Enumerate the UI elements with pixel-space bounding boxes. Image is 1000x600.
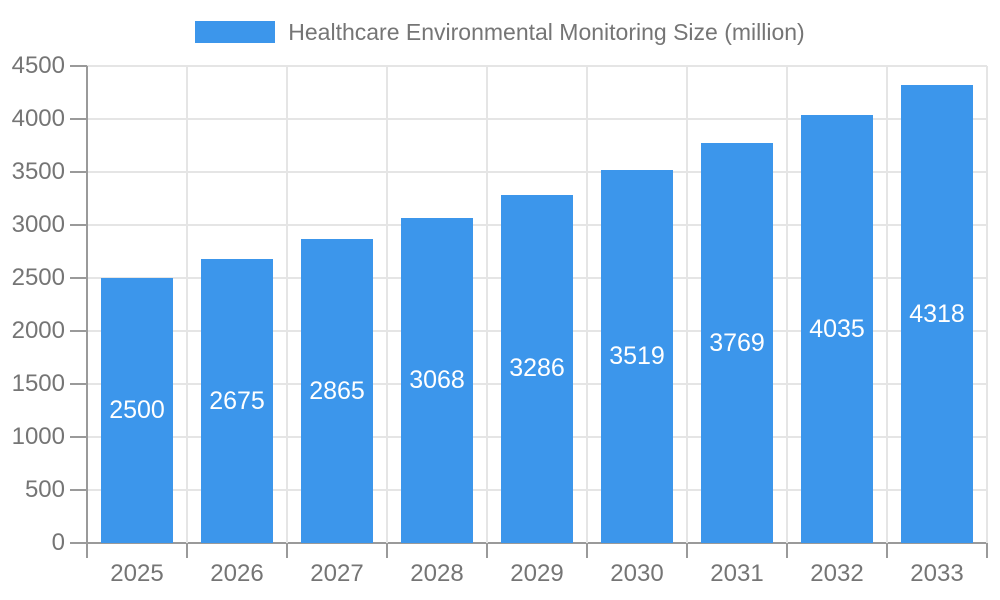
bar-value-label: 3519 — [609, 341, 665, 370]
bar-value-label: 3286 — [509, 354, 565, 383]
v-gridline — [386, 66, 388, 543]
x-axis-tick — [86, 543, 88, 558]
bar-2028[interactable]: 3068 — [401, 217, 473, 543]
y-axis-tick — [70, 436, 87, 438]
x-axis-tick — [886, 543, 888, 558]
legend-swatch-icon — [195, 21, 276, 43]
y-axis-label: 0 — [51, 529, 65, 556]
x-axis-label: 2026 — [210, 560, 264, 587]
legend-label: Healthcare Environmental Monitoring Size… — [288, 18, 805, 45]
y-axis-tick — [70, 383, 87, 385]
bar-2032[interactable]: 4035 — [801, 115, 873, 543]
y-axis-label: 4000 — [11, 105, 65, 132]
bar-2029[interactable]: 3286 — [501, 194, 573, 543]
x-axis-label: 2033 — [910, 560, 964, 587]
bar-value-label: 3769 — [709, 328, 765, 357]
legend[interactable]: Healthcare Environmental Monitoring Size… — [0, 16, 1000, 48]
x-axis-tick — [386, 543, 388, 558]
x-axis-label: 2031 — [710, 560, 764, 587]
y-axis-tick — [70, 118, 87, 120]
x-axis-label: 2032 — [810, 560, 864, 587]
bar-value-label: 4318 — [909, 299, 965, 328]
y-axis-tick — [70, 489, 87, 491]
v-gridline — [286, 66, 288, 543]
x-axis-label: 2028 — [410, 560, 464, 587]
x-axis-label: 2030 — [610, 560, 664, 587]
bar-2025[interactable]: 2500 — [101, 278, 173, 543]
y-axis-label: 1500 — [11, 370, 65, 397]
y-axis-label: 2000 — [11, 317, 65, 344]
h-gridline — [87, 65, 987, 67]
y-axis-tick — [70, 277, 87, 279]
bar-2026[interactable]: 2675 — [201, 259, 273, 543]
bar-value-label: 2500 — [109, 396, 165, 424]
x-axis-tick — [186, 543, 188, 558]
x-axis-tick — [786, 543, 788, 558]
bar-2030[interactable]: 3519 — [601, 169, 673, 543]
y-axis-tick — [70, 224, 87, 226]
v-gridline — [686, 66, 688, 543]
x-axis-tick — [286, 543, 288, 558]
x-axis-tick — [586, 543, 588, 558]
h-gridline — [87, 171, 987, 173]
x-axis-line — [86, 542, 988, 544]
y-axis-tick — [70, 171, 87, 173]
y-axis-tick — [70, 542, 87, 544]
y-axis-line — [86, 66, 88, 543]
y-axis-label: 4500 — [11, 52, 65, 79]
y-axis-label: 1000 — [11, 423, 65, 450]
bar-2033[interactable]: 4318 — [901, 85, 973, 543]
bar-value-label: 2865 — [309, 376, 365, 405]
bar-value-label: 3068 — [409, 365, 465, 394]
y-axis-label: 3500 — [11, 158, 65, 185]
y-axis-label: 2500 — [11, 264, 65, 291]
x-axis-tick — [486, 543, 488, 558]
y-axis-tick — [70, 330, 87, 332]
v-gridline — [786, 66, 788, 543]
v-gridline — [986, 66, 988, 543]
x-axis-tick — [686, 543, 688, 558]
x-axis-label: 2029 — [510, 560, 564, 587]
y-axis-label: 500 — [24, 476, 65, 503]
v-gridline — [586, 66, 588, 543]
y-axis-tick — [70, 65, 87, 67]
v-gridline — [486, 66, 488, 543]
x-axis-label: 2025 — [110, 560, 164, 587]
bar-value-label: 2675 — [209, 386, 265, 415]
x-axis-tick — [986, 543, 988, 558]
h-gridline — [87, 118, 987, 120]
v-gridline — [186, 66, 188, 543]
bar-value-label: 4035 — [809, 314, 865, 343]
x-axis-label: 2027 — [310, 560, 364, 587]
bar-2027[interactable]: 2865 — [301, 239, 373, 543]
y-axis-label: 3000 — [11, 211, 65, 238]
v-gridline — [886, 66, 888, 543]
bar-2031[interactable]: 3769 — [701, 143, 773, 543]
